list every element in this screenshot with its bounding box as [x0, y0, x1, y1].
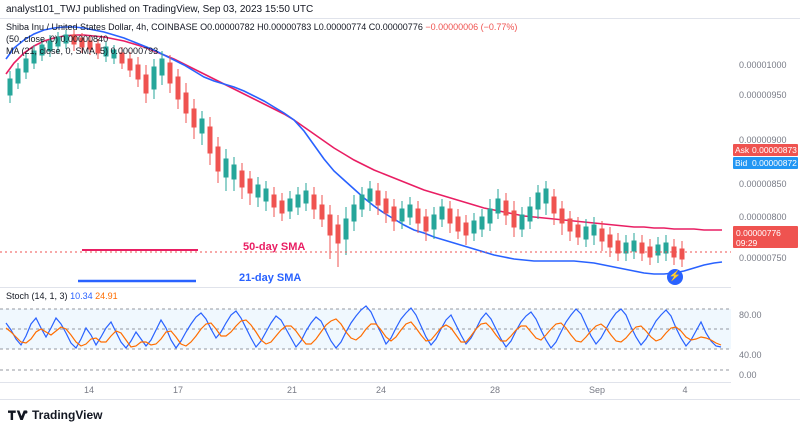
price-tick-850: 0.00000850: [739, 179, 787, 189]
sma21-legend-text: MA (21, close, 0, SMA, 5) 0.00000793: [6, 46, 159, 56]
tradingview-logo[interactable]: TradingView: [8, 408, 102, 422]
price-tick-800: 0.00000800: [739, 212, 787, 222]
time-tick-21: 21: [286, 385, 298, 395]
stochastic-title: Stoch (14, 1, 3): [6, 291, 68, 301]
stochastic-plot: [0, 305, 731, 371]
symbol-legend-text: Shiba Inu / United States Dollar, 4h, CO…: [6, 22, 198, 32]
price-tick-950: 0.00000950: [739, 90, 787, 100]
price-pane[interactable]: Shiba Inu / United States Dollar, 4h, CO…: [0, 19, 732, 288]
time-tick-24: 24: [375, 385, 387, 395]
annotation-50-day-sma-label: 50-day SMA: [243, 241, 306, 253]
stoch-tick-40: 40.00: [739, 350, 762, 360]
annotation-50-day-sma: 50-day SMA: [243, 241, 305, 253]
sma50-line: [5, 34, 722, 231]
tradingview-mark-icon: [8, 409, 28, 420]
price-axis[interactable]: USD 0.00001000 0.00000950 0.00000900 0.0…: [731, 19, 800, 399]
bid-label: Bid: [735, 158, 748, 168]
time-tick-28: 28: [489, 385, 501, 395]
price-tick-900: 0.00000900: [739, 135, 787, 145]
symbol-legend: Shiba Inu / United States Dollar, 4h, CO…: [6, 22, 517, 32]
footer: TradingView: [0, 399, 800, 430]
sma50-legend-text: (50, close, 0) 0.00000840: [6, 34, 109, 44]
last-price-tag[interactable]: 0.00000776 09:29: [733, 226, 798, 248]
lightning-icon[interactable]: ⚡: [667, 269, 683, 285]
ask-value: 0.00000873: [752, 145, 797, 155]
ask-price-tag[interactable]: Ask 0.00000873: [733, 144, 798, 156]
price-plot: [0, 26, 731, 283]
stochastic-pane[interactable]: Stoch (14, 1, 3) 10.34 24.91: [0, 288, 732, 383]
stochastic-legend: Stoch (14, 1, 3) 10.34 24.91: [6, 291, 118, 301]
stoch-k-line: [5, 305, 722, 350]
stoch-tick-0: 0.00: [739, 370, 757, 380]
bid-value: 0.00000872: [752, 158, 797, 168]
annotation-21-day-sma: 21-day SMA: [239, 272, 301, 284]
stoch-tick-80: 80.00: [739, 310, 762, 320]
time-tick-14: 14: [83, 385, 95, 395]
last-price-value: 0.00000776: [736, 228, 781, 238]
tradingview-wordmark: TradingView: [32, 408, 103, 422]
time-axis[interactable]: 14 17 21 24 28 Sep 4: [0, 382, 732, 399]
last-price-time: 09:29: [736, 238, 758, 248]
sma21-line: [5, 26, 723, 275]
ohlc-values: O0.00000782 H0.00000783 L0.00000774 C0.0…: [200, 22, 423, 32]
time-tick-4: 4: [682, 385, 688, 395]
time-tick-sep: Sep: [588, 385, 606, 395]
lightning-icon-glyph: ⚡: [668, 271, 682, 282]
change-values: −0.00000006 (−0.77%): [425, 22, 518, 32]
candlestick-series: [7, 30, 685, 267]
price-tick-1000: 0.00001000: [739, 60, 787, 70]
sma50-legend: (50, close, 0) 0.00000840: [6, 34, 108, 44]
stochastic-k-value: 10.34: [70, 291, 93, 301]
bid-price-tag[interactable]: Bid 0.00000872: [733, 157, 798, 169]
sma21-legend: MA (21, close, 0, SMA, 5) 0.00000793: [6, 46, 158, 56]
ask-label: Ask: [735, 145, 750, 155]
price-tick-750: 0.00000750: [739, 253, 787, 263]
stochastic-d-value: 24.91: [95, 291, 118, 301]
stoch-d-line: [5, 318, 722, 348]
publication-header-text: analyst101_TWJ published on TradingView,…: [6, 3, 314, 15]
chart-area: Shiba Inu / United States Dollar, 4h, CO…: [0, 19, 800, 399]
annotation-21-day-sma-label: 21-day SMA: [239, 272, 302, 284]
time-tick-17: 17: [172, 385, 184, 395]
publication-header: analyst101_TWJ published on TradingView,…: [0, 0, 800, 19]
